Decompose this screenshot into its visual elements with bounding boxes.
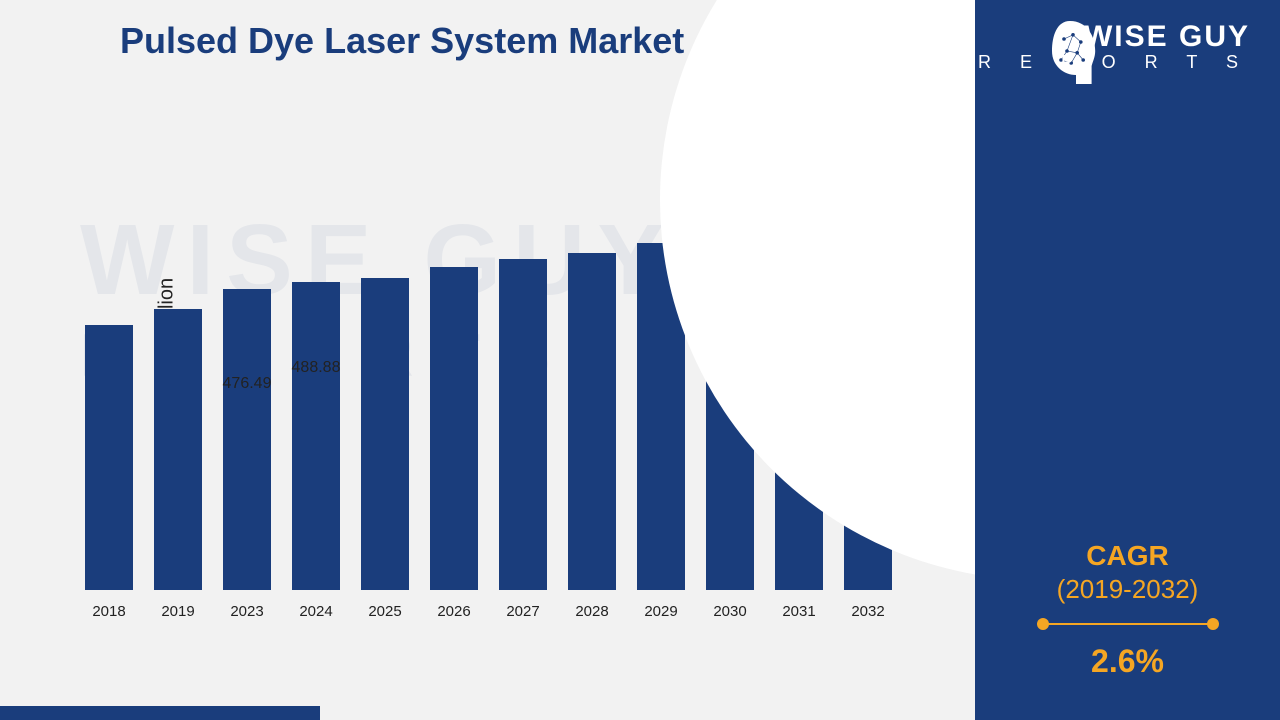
bar-wrap — [85, 325, 133, 590]
cagr-block: CAGR (2019-2032) 2.6% — [1015, 540, 1240, 680]
cagr-label: CAGR — [1015, 540, 1240, 572]
logo-block: WISE GUY R E P O R T S — [978, 20, 1250, 73]
x-tick-label: 2018 — [85, 603, 133, 620]
bottom-accent-bar — [0, 706, 320, 720]
bar — [361, 278, 409, 590]
bar — [499, 259, 547, 590]
bar-wrap: 476.49 — [223, 289, 271, 590]
x-tick-label: 2029 — [637, 603, 685, 620]
bar — [154, 309, 202, 590]
logo-line1: WISE GUY — [978, 20, 1250, 54]
bar — [223, 289, 271, 590]
bar-wrap: 488.88 — [292, 282, 340, 590]
x-tick-label: 2027 — [499, 603, 547, 620]
x-tick-label: 2024 — [292, 603, 340, 620]
cagr-value: 2.6% — [1015, 643, 1240, 680]
bar-wrap — [499, 259, 547, 590]
chart-title: Pulsed Dye Laser System Market — [120, 20, 684, 62]
x-axis-labels: 2018 2019 2023 2024 2025 2026 2027 2028 2029 2030… — [85, 603, 915, 620]
x-tick-label: 2023 — [223, 603, 271, 620]
bar — [568, 253, 616, 590]
bar — [430, 267, 478, 590]
cagr-divider — [1043, 623, 1213, 625]
x-tick-label: 2030 — [706, 603, 754, 620]
x-tick-label: 2025 — [361, 603, 409, 620]
x-tick-label: 2032 — [844, 603, 892, 620]
bar-wrap — [154, 309, 202, 590]
bar-wrap — [568, 253, 616, 590]
x-tick-label: 2026 — [430, 603, 478, 620]
bar — [292, 282, 340, 590]
bar-wrap — [430, 267, 478, 590]
x-tick-label: 2031 — [775, 603, 823, 620]
logo-line2: R E P O R T S — [978, 52, 1250, 73]
x-tick-label: 2019 — [154, 603, 202, 620]
cagr-period: (2019-2032) — [1015, 574, 1240, 605]
x-tick-label: 2028 — [568, 603, 616, 620]
bar-value-label: 488.88 — [292, 359, 341, 377]
bar-value-label: 476.49 — [223, 375, 272, 393]
bar-wrap — [361, 278, 409, 590]
bar — [85, 325, 133, 590]
